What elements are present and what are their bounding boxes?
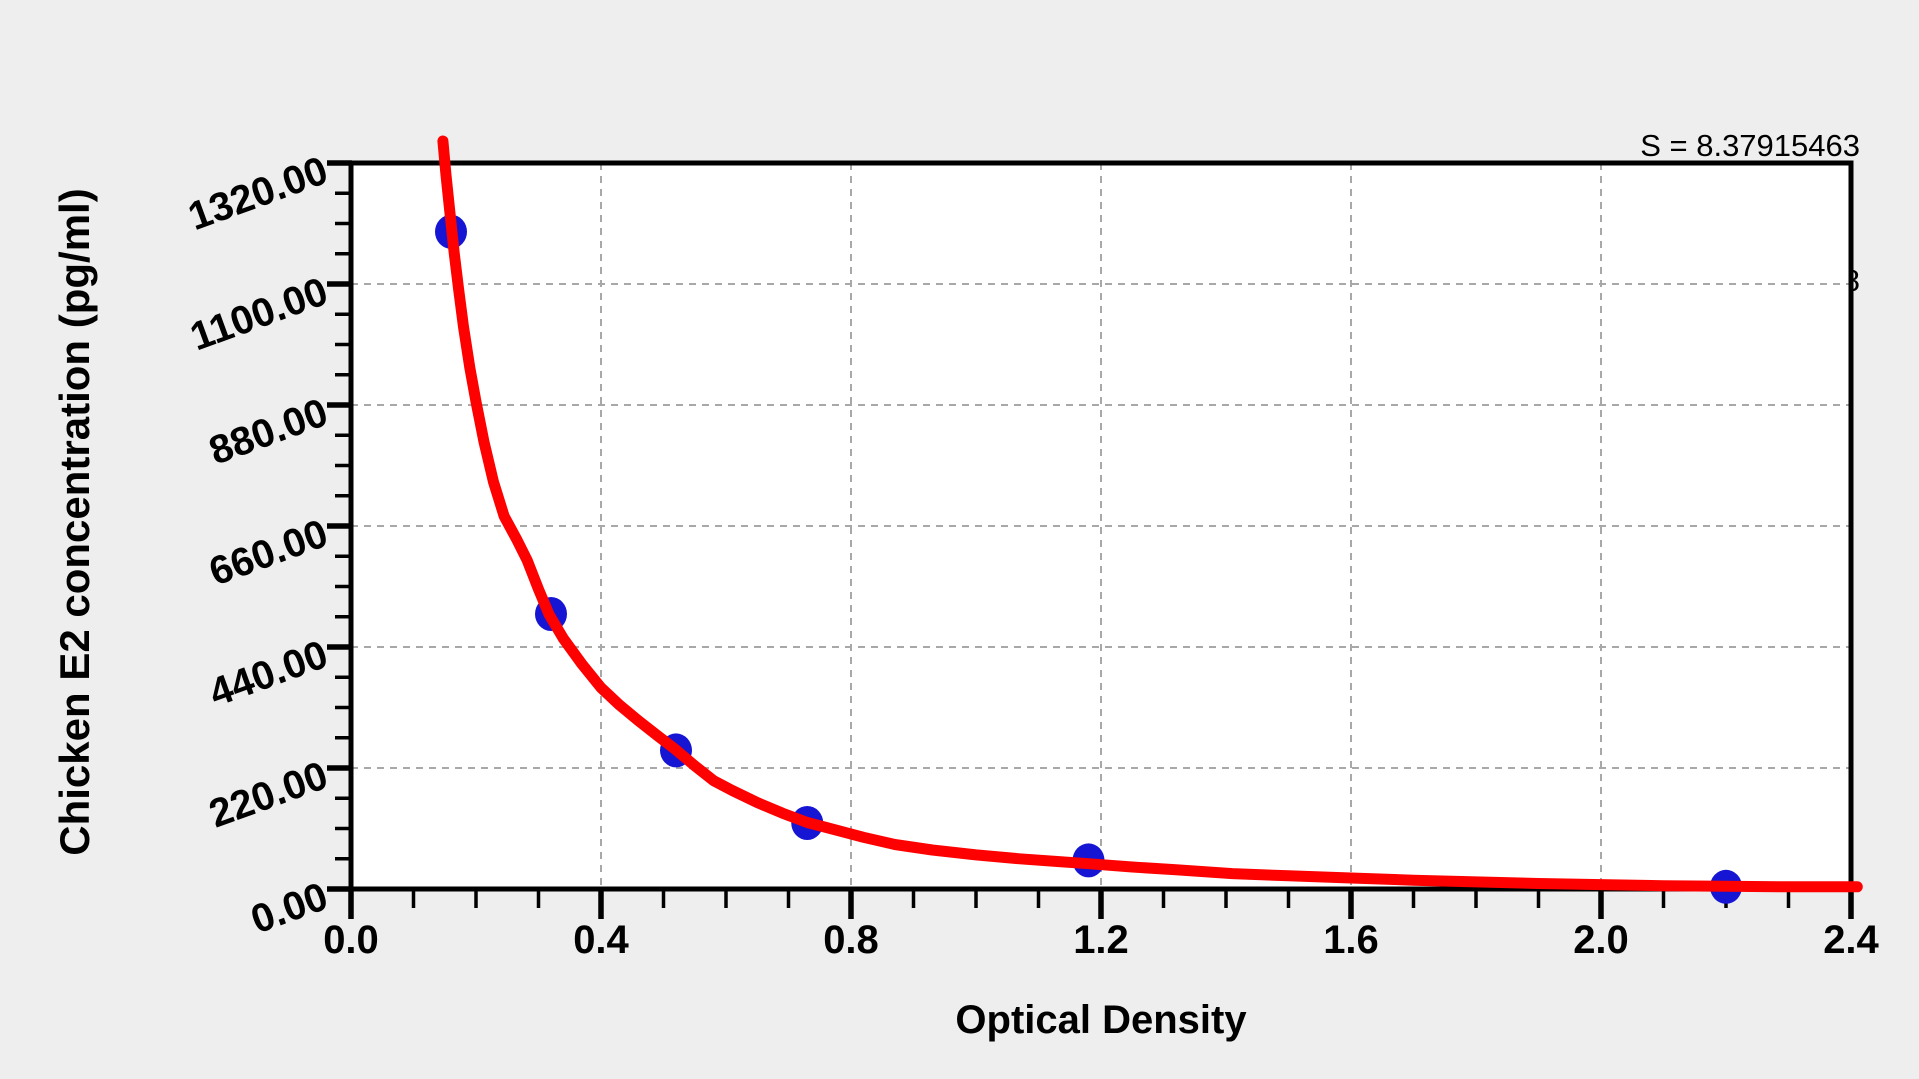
fit-curve	[437, 135, 1863, 893]
x-tick-label: 2.4	[1823, 918, 1879, 962]
x-tick-label: 0.4	[573, 918, 629, 962]
x-tick-label: 0.0	[323, 918, 379, 962]
x-tick-label: 0.8	[823, 918, 879, 962]
x-tick-label: 1.6	[1323, 918, 1379, 962]
x-tick-label: 2.0	[1573, 918, 1629, 962]
x-tick-label: 1.2	[1073, 918, 1129, 962]
x-axis-title: Optical Density	[955, 998, 1247, 1042]
fit-standard-error-text: S = 8.37915463	[1640, 128, 1860, 163]
plot-frame	[348, 160, 1854, 892]
